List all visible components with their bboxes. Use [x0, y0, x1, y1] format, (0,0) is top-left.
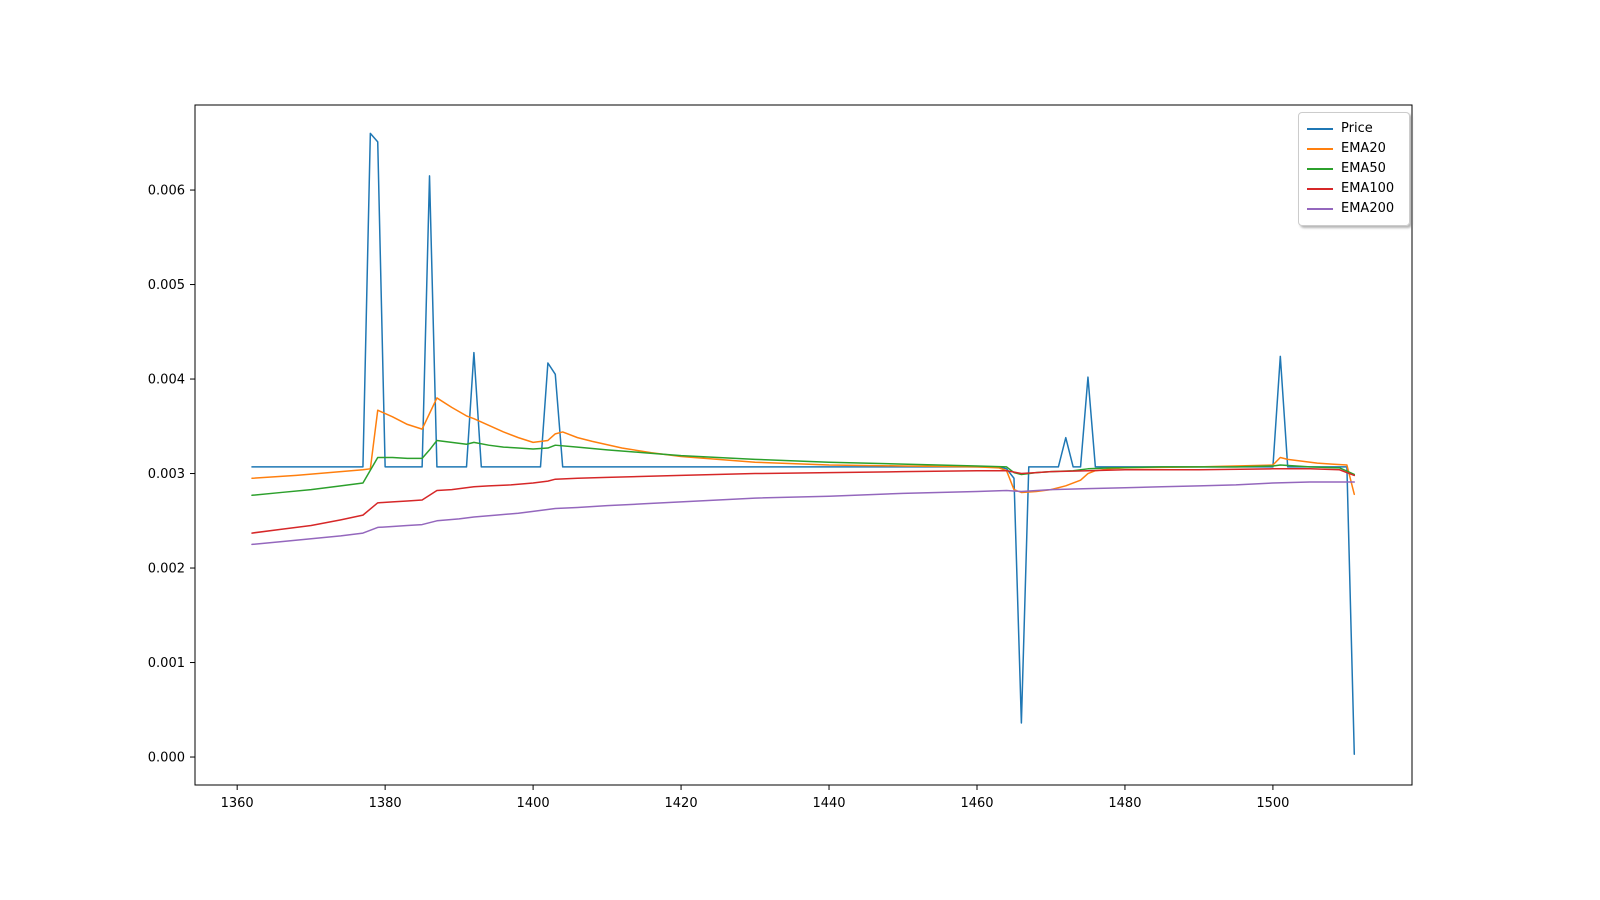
series-line-price: [251, 132, 1356, 755]
axes-border: [194, 104, 1413, 786]
x-tick-label: 1360: [221, 796, 254, 811]
x-tick-label: 1380: [369, 796, 402, 811]
legend: Price EMA20 EMA50 EMA100 EMA200: [1298, 112, 1410, 226]
series-line-ema50: [251, 439, 1356, 497]
legend-item-ema20: EMA20: [1307, 139, 1399, 159]
legend-label-price: Price: [1341, 121, 1373, 136]
series-line-ema200: [251, 481, 1356, 546]
series-line-ema100: [251, 468, 1356, 534]
x-tick-label: 1420: [665, 796, 698, 811]
y-tick-label: 0.001: [148, 656, 185, 671]
legend-item-ema50: EMA50: [1307, 159, 1399, 179]
y-tick-label: 0.002: [148, 562, 185, 577]
y-tick-label: 0.005: [148, 278, 185, 293]
x-tick-label: 1480: [1108, 796, 1141, 811]
legend-label-ema200: EMA200: [1341, 201, 1395, 216]
legend-label-ema20: EMA20: [1341, 141, 1386, 156]
legend-swatch-ema50: [1307, 168, 1333, 170]
legend-swatch-ema200: [1307, 208, 1333, 210]
legend-item-price: Price: [1307, 119, 1399, 139]
y-tick-label: 0.003: [148, 467, 185, 482]
legend-swatch-price: [1307, 128, 1333, 130]
series-line-ema20: [251, 397, 1356, 496]
x-tick-label: 1460: [960, 796, 993, 811]
x-tick-label: 1400: [517, 796, 550, 811]
legend-label-ema50: EMA50: [1341, 161, 1386, 176]
legend-swatch-ema20: [1307, 148, 1333, 150]
x-tick-label: 1440: [812, 796, 845, 811]
y-tick-label: 0.004: [148, 373, 185, 388]
legend-item-ema100: EMA100: [1307, 179, 1399, 199]
y-tick-label: 0.006: [148, 184, 185, 199]
legend-swatch-ema100: [1307, 188, 1333, 190]
y-tick-label: 0.000: [148, 751, 185, 766]
legend-item-ema200: EMA200: [1307, 199, 1399, 219]
legend-label-ema100: EMA100: [1341, 181, 1395, 196]
x-tick-label: 1500: [1256, 796, 1289, 811]
